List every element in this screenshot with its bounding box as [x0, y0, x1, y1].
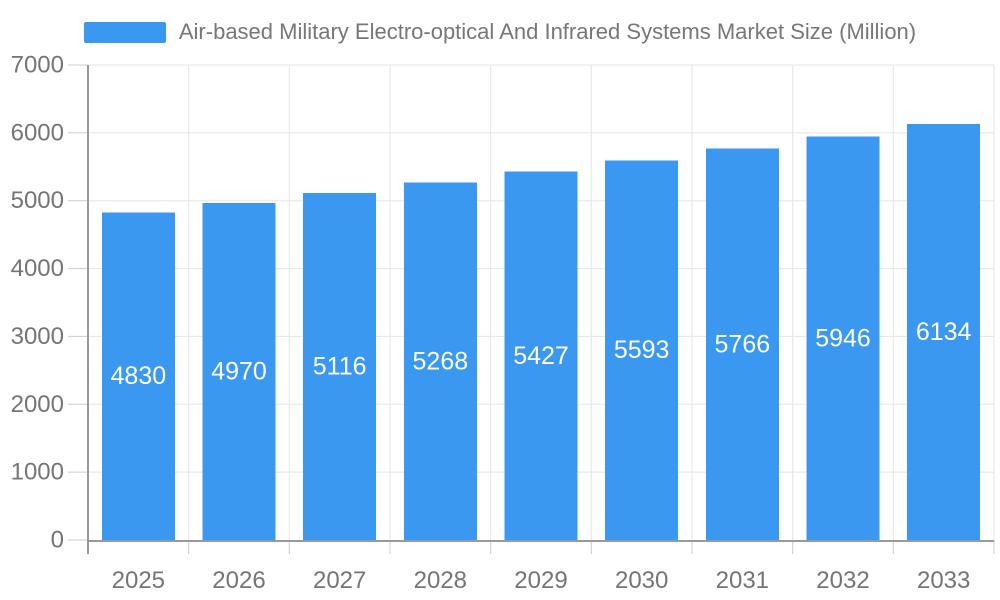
y-axis-label: 3000: [11, 323, 64, 350]
x-axis-label: 2027: [313, 567, 366, 594]
y-axis-label: 5000: [11, 187, 64, 214]
y-axis-label: 4000: [11, 255, 64, 282]
bar-2032[interactable]: [806, 136, 880, 540]
legend: Air-based Military Electro-optical And I…: [0, 10, 1000, 54]
bar-2027[interactable]: [303, 192, 377, 541]
x-axis-label: 2028: [414, 567, 467, 594]
y-axis-label: 6000: [11, 119, 64, 146]
bar-2026[interactable]: [202, 202, 276, 540]
bar-value-label: 5116: [313, 352, 367, 380]
legend-swatch-icon: [83, 21, 166, 43]
bar-value-label: 4970: [211, 357, 267, 385]
bar-2031[interactable]: [705, 148, 779, 540]
bar-2025[interactable]: [101, 212, 175, 540]
x-axis-label: 2033: [917, 567, 970, 594]
y-axis-label: 0: [51, 527, 64, 554]
bar-value-label: 5593: [614, 336, 670, 364]
x-axis-label: 2029: [514, 567, 567, 594]
y-axis-label: 1000: [11, 459, 64, 486]
x-axis-label: 2032: [816, 567, 869, 594]
x-axis-label: 2030: [615, 567, 668, 594]
y-axis-label: 7000: [11, 52, 64, 79]
x-axis-label: 2031: [716, 567, 769, 594]
bar-value-label: 6134: [916, 318, 972, 346]
chart-title: Air-based Military Electro-optical And I…: [178, 19, 917, 44]
x-axis-label: 2025: [112, 567, 165, 594]
bar-2029[interactable]: [504, 171, 578, 540]
bar-2033[interactable]: [907, 123, 981, 540]
bar-2028[interactable]: [403, 182, 477, 540]
bar-value-label: 5946: [815, 324, 871, 352]
bar-value-label: 5268: [413, 347, 469, 375]
y-axis-label: 2000: [11, 391, 64, 418]
legend-item[interactable]: Air-based Military Electro-optical And I…: [83, 19, 917, 44]
bar-value-label: 4830: [111, 362, 167, 390]
bar-value-label: 5427: [513, 342, 569, 370]
x-axis-label: 2026: [212, 567, 265, 594]
bar-value-label: 5766: [715, 330, 771, 358]
bar-2030[interactable]: [605, 160, 679, 540]
